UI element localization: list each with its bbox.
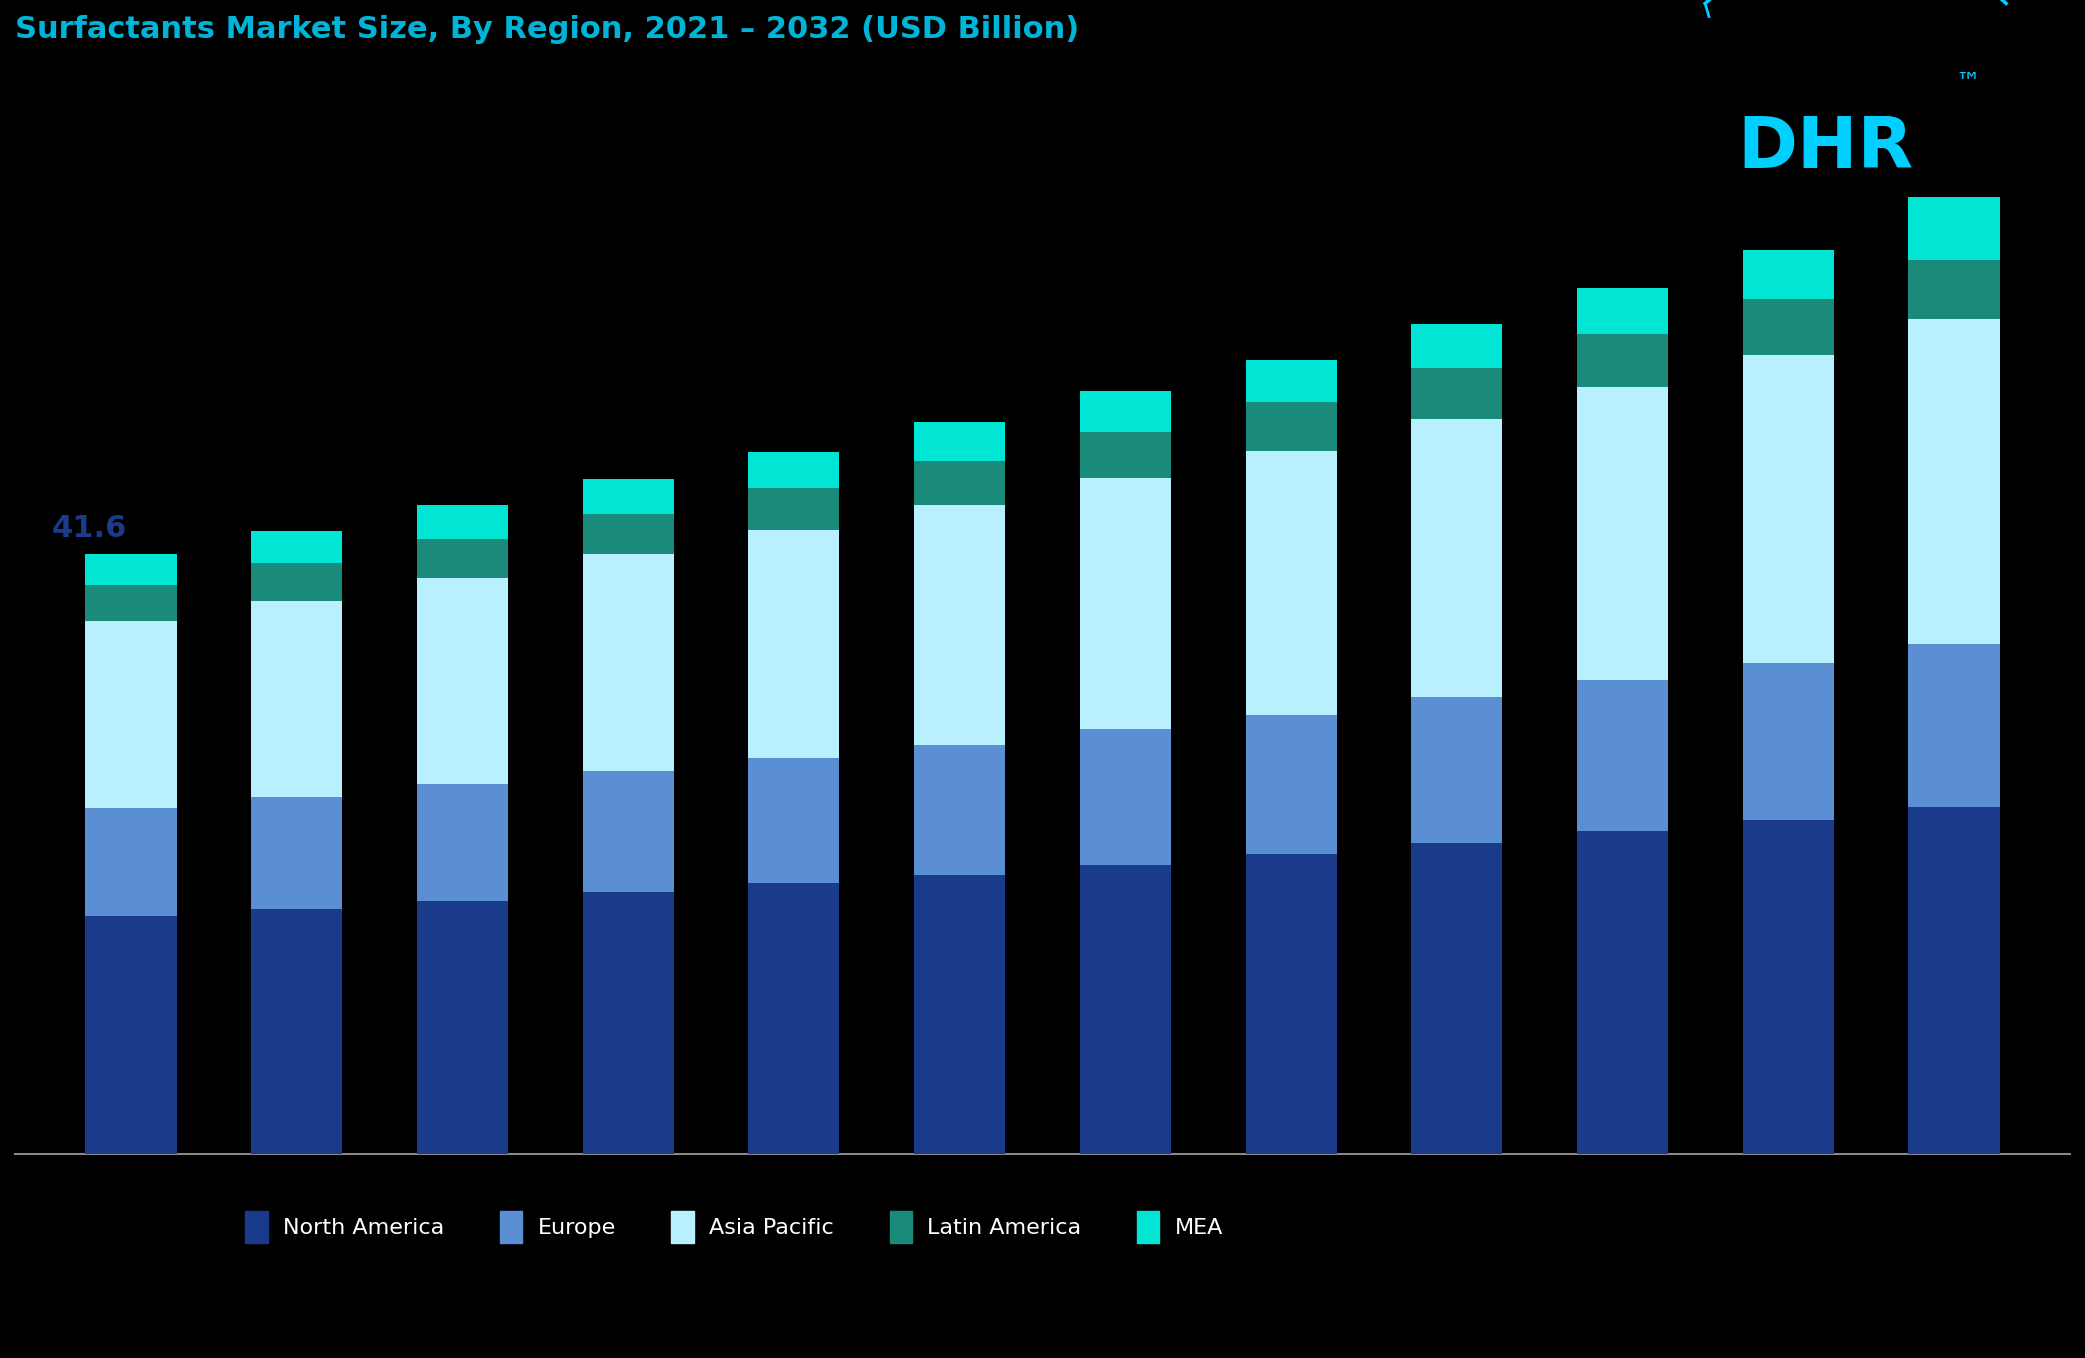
Bar [1080, 865, 1172, 1154]
Bar [1908, 807, 2000, 1154]
Bar [417, 900, 509, 1154]
Bar [1743, 299, 1835, 356]
Bar [417, 577, 509, 784]
Bar [417, 784, 509, 900]
Bar [1245, 714, 1336, 854]
Bar [582, 554, 673, 771]
Bar [1080, 729, 1172, 865]
Bar [913, 875, 1005, 1154]
Bar [582, 892, 673, 1154]
Bar [250, 531, 342, 564]
Bar [250, 600, 342, 797]
Bar [250, 564, 342, 600]
Bar [1743, 356, 1835, 663]
Bar [749, 758, 840, 883]
Bar [1576, 831, 1668, 1154]
Bar [1412, 697, 1503, 843]
Text: ™: ™ [1956, 71, 1981, 95]
Bar [1743, 250, 1835, 299]
Bar [1743, 663, 1835, 820]
Bar [85, 554, 177, 585]
Bar [417, 505, 509, 539]
Bar [1245, 451, 1336, 714]
Bar [250, 910, 342, 1154]
Bar [85, 917, 177, 1154]
Text: DHR: DHR [1737, 114, 1914, 182]
Bar [1908, 261, 2000, 319]
Bar [85, 808, 177, 917]
Bar [913, 460, 1005, 505]
Bar [749, 452, 840, 488]
Bar [1743, 820, 1835, 1154]
Bar [913, 505, 1005, 744]
Bar [749, 488, 840, 530]
Bar [85, 585, 177, 621]
Bar [749, 530, 840, 758]
Legend: North America, Europe, Asia Pacific, Latin America, MEA: North America, Europe, Asia Pacific, Lat… [236, 1202, 1232, 1252]
Text: 41.6: 41.6 [52, 513, 127, 543]
Bar [250, 797, 342, 910]
Bar [1245, 854, 1336, 1154]
Bar [1412, 418, 1503, 697]
Bar [1908, 319, 2000, 644]
Bar [1412, 843, 1503, 1154]
Bar [1412, 323, 1503, 368]
Bar [1908, 193, 2000, 261]
Bar [1080, 478, 1172, 729]
Bar [582, 771, 673, 892]
Bar [417, 539, 509, 577]
Bar [913, 744, 1005, 875]
Bar [1908, 644, 2000, 807]
Text: 66.7: 66.7 [1916, 152, 1991, 181]
Bar [1245, 360, 1336, 402]
Bar [1080, 432, 1172, 478]
Bar [1576, 334, 1668, 387]
Bar [913, 422, 1005, 460]
Bar [1080, 391, 1172, 432]
Bar [1412, 368, 1503, 418]
Bar [1245, 402, 1336, 451]
Text: Surfactants Market Size, By Region, 2021 – 2032 (USD Billion): Surfactants Market Size, By Region, 2021… [15, 15, 1080, 43]
Bar [1576, 288, 1668, 334]
Bar [749, 883, 840, 1154]
Bar [582, 479, 673, 515]
Bar [582, 515, 673, 554]
Bar [85, 621, 177, 808]
Bar [1576, 387, 1668, 680]
Bar [1576, 680, 1668, 831]
